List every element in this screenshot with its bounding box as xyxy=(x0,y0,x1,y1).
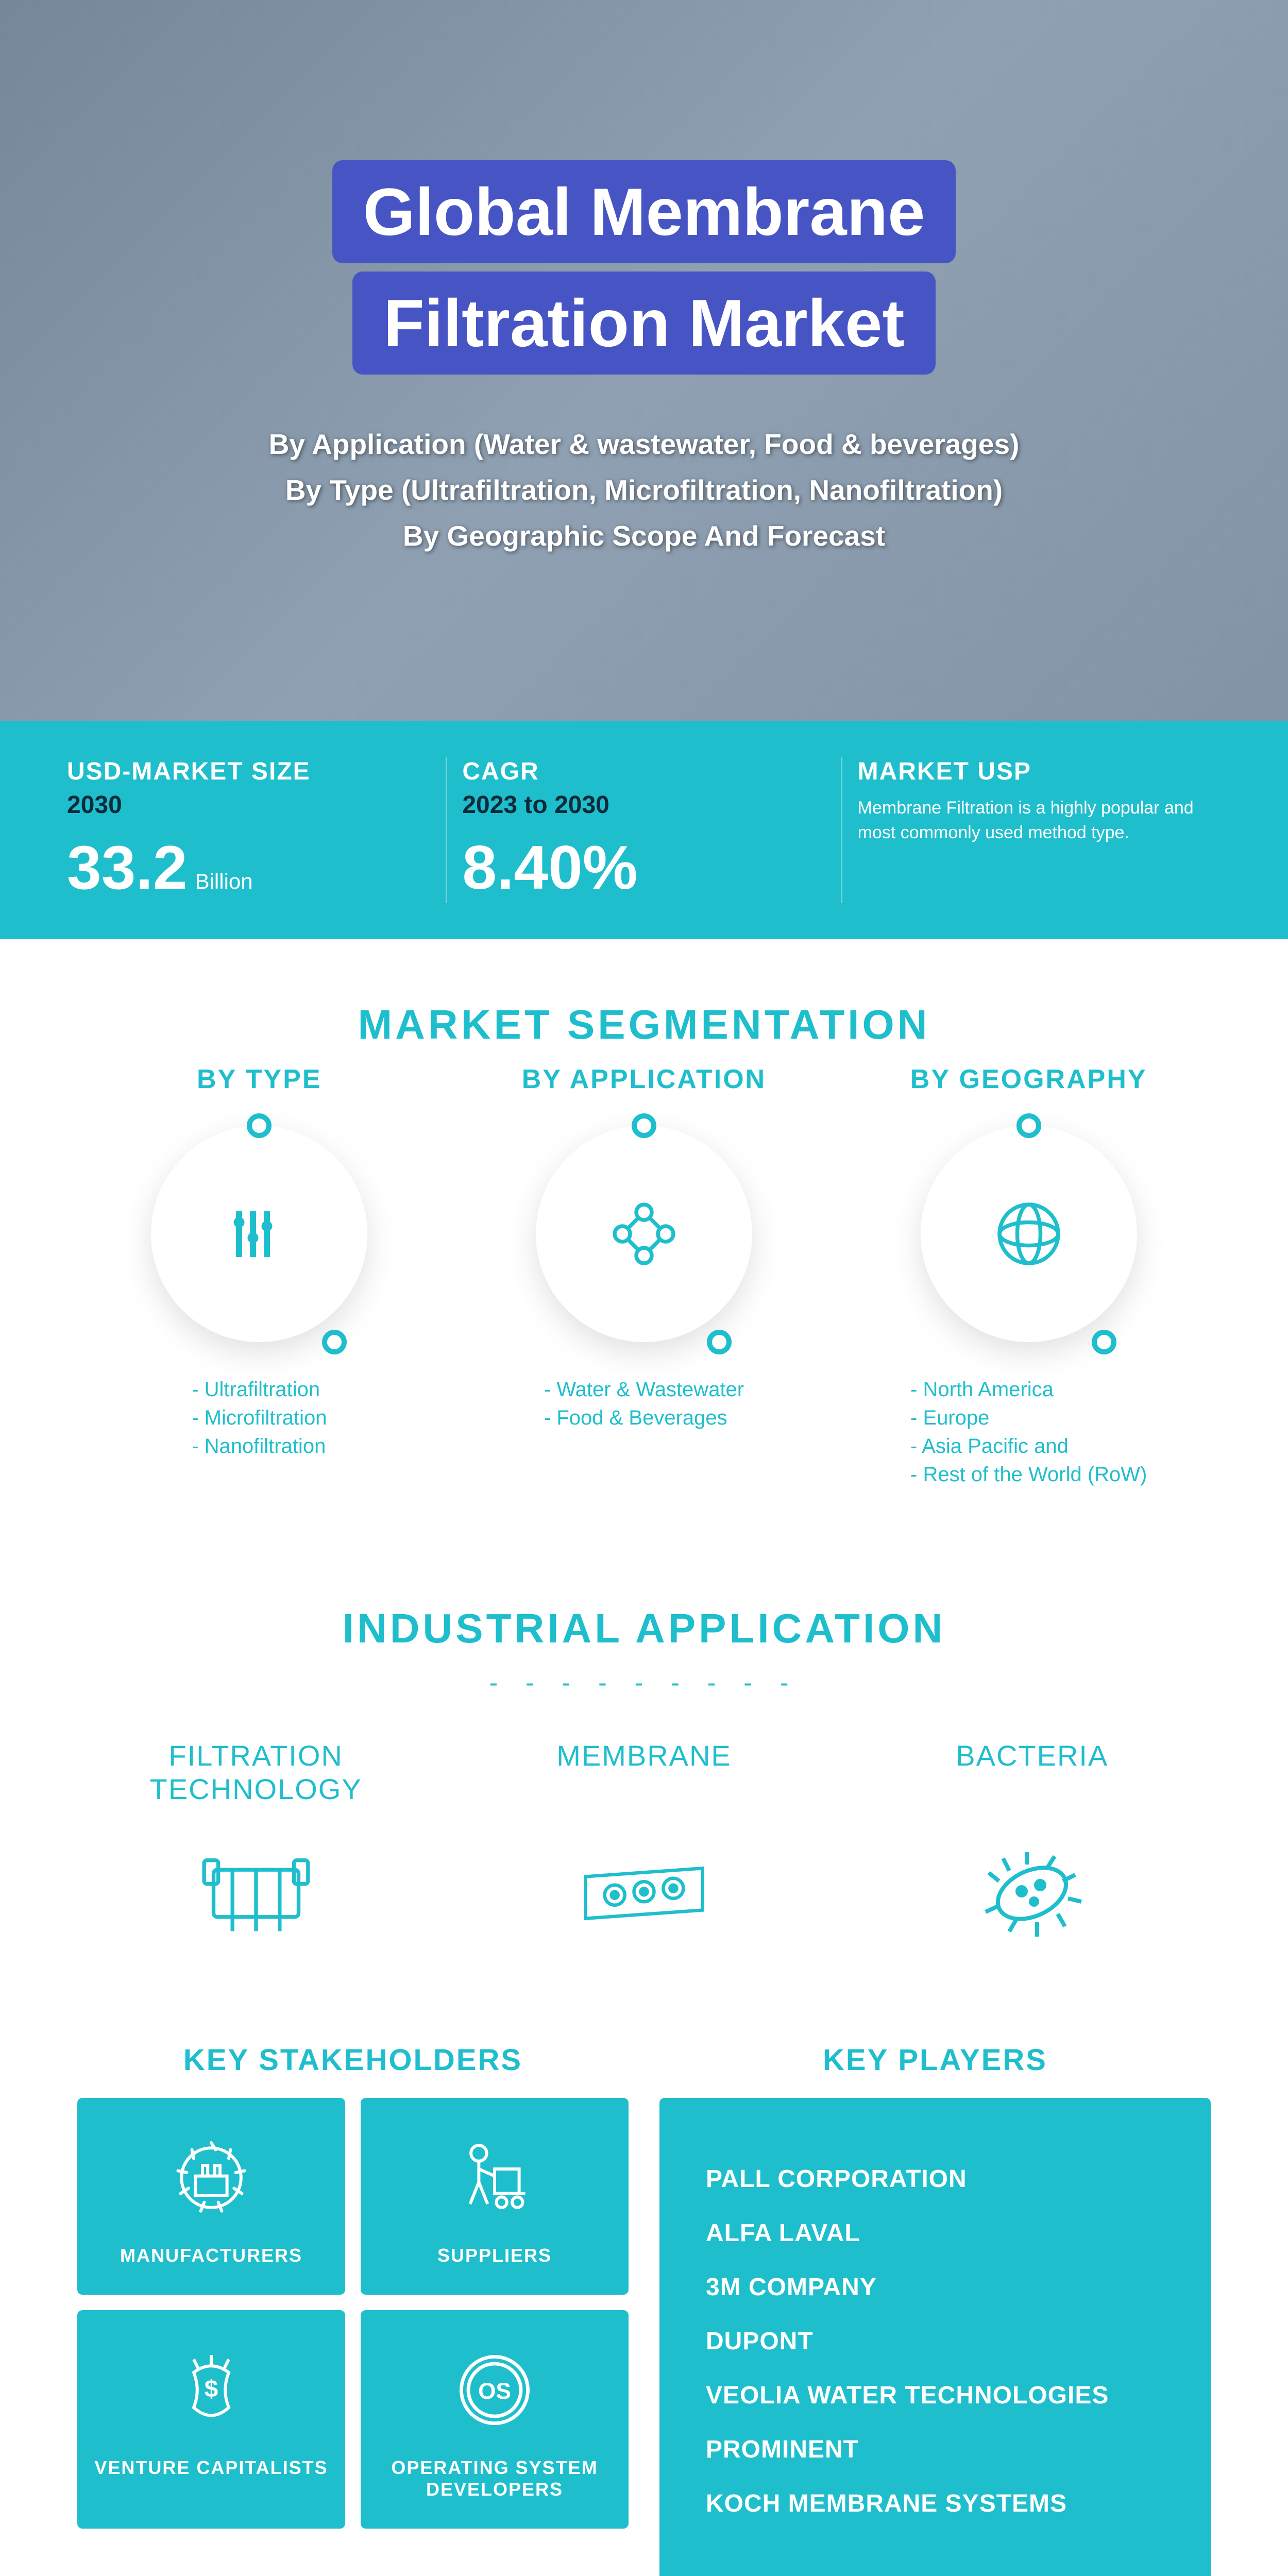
stake-label: OPERATING SYSTEM DEVELOPERS xyxy=(371,2457,618,2500)
metrics-bar: USD-MARKET SIZE 2030 33.2 Billion CAGR 20… xyxy=(0,721,1288,939)
hero-sub-1: By Application (Water & wastewater, Food… xyxy=(269,428,1020,461)
seg-item: Nanofiltration xyxy=(192,1435,327,1458)
hero-section: Global Membrane Filtration Market By App… xyxy=(0,0,1288,721)
industrial-section: INDUSTRIAL APPLICATION - - - - - - - - -… xyxy=(0,1584,1288,2012)
segmentation-section: MARKET SEGMENTATION BY TYPE Ultrafiltrat… xyxy=(0,939,1288,1584)
seg-list: Ultrafiltration Microfiltration Nanofilt… xyxy=(192,1373,327,1463)
seg-head: BY APPLICATION xyxy=(462,1064,826,1095)
membrane-icon xyxy=(577,1857,711,1929)
metric-value: 33.2 Billion xyxy=(67,832,430,903)
ind-label: BACTERIA xyxy=(854,1739,1211,1811)
ind-col: BACTERIA xyxy=(854,1739,1211,1950)
metric-cagr: CAGR 2023 to 2030 8.40% xyxy=(446,757,841,903)
section-title: INDUSTRIAL APPLICATION xyxy=(77,1605,1211,1652)
seg-head: BY GEOGRAPHY xyxy=(846,1064,1211,1095)
keys-section: KEY STAKEHOLDERS MANUFACTURERS SUPPLIERS xyxy=(0,2012,1288,2576)
seg-item: Europe xyxy=(910,1406,1147,1430)
manufacturers-icon xyxy=(167,2134,255,2222)
metric-label: CAGR xyxy=(462,757,825,786)
metric-value: 8.40% xyxy=(462,832,825,903)
players-card: PALL CORPORATION ALFA LAVAL 3M COMPANY D… xyxy=(659,2098,1211,2576)
stake-label: MANUFACTURERS xyxy=(88,2245,335,2266)
network-nodes-icon xyxy=(605,1195,683,1273)
metric-unit: Billion xyxy=(195,869,253,893)
section-title: MARKET SEGMENTATION xyxy=(77,1001,1211,1048)
ind-col: MEMBRANE xyxy=(465,1739,822,1950)
seg-item: Food & Beverages xyxy=(544,1406,744,1430)
metric-year: 2023 to 2030 xyxy=(462,791,825,819)
seg-item: Asia Pacific and xyxy=(910,1435,1147,1458)
hero-title-line1: Global Membrane xyxy=(332,160,956,263)
metric-number: 33.2 xyxy=(67,833,188,902)
seg-item: Microfiltration xyxy=(192,1406,327,1430)
player-item: KOCH MEMBRANE SYSTEMS xyxy=(706,2489,1164,2518)
seg-item: Rest of the World (RoW) xyxy=(910,1463,1147,1486)
stakeholders-col: KEY STAKEHOLDERS MANUFACTURERS SUPPLIERS xyxy=(77,2043,629,2576)
os-developers-icon: OS xyxy=(451,2346,538,2434)
seg-col-type: BY TYPE Ultrafiltration Microfiltration … xyxy=(77,1064,442,1492)
metric-market-size: USD-MARKET SIZE 2030 33.2 Billion xyxy=(52,757,446,903)
metric-label: MARKET USP xyxy=(858,757,1221,786)
filter-bars-icon xyxy=(221,1195,298,1273)
seg-item: Water & Wastewater xyxy=(544,1378,744,1401)
svg-text:OS: OS xyxy=(478,2379,511,2404)
filtration-tech-icon xyxy=(199,1842,313,1945)
player-item: DUPONT xyxy=(706,2327,1164,2355)
seg-list: North America Europe Asia Pacific and Re… xyxy=(910,1373,1147,1492)
hero-sub-2: By Type (Ultrafiltration, Microfiltratio… xyxy=(269,473,1020,506)
seg-item: Ultrafiltration xyxy=(192,1378,327,1401)
player-item: VEOLIA WATER TECHNOLOGIES xyxy=(706,2381,1164,2410)
svg-text:$: $ xyxy=(205,2376,218,2403)
stake-label: VENTURE CAPITALISTS xyxy=(88,2457,335,2479)
metric-usp: MARKET USP Membrane Filtration is a high… xyxy=(841,757,1236,903)
stake-card: $ VENTURE CAPITALISTS xyxy=(77,2310,345,2529)
segmentation-row: BY TYPE Ultrafiltration Microfiltration … xyxy=(77,1064,1211,1492)
stake-label: SUPPLIERS xyxy=(371,2245,618,2266)
metric-desc: Membrane Filtration is a highly popular … xyxy=(858,796,1221,845)
player-item: 3M COMPANY xyxy=(706,2273,1164,2301)
player-item: PROMINENT xyxy=(706,2435,1164,2464)
player-item: PALL CORPORATION xyxy=(706,2165,1164,2193)
dashed-divider: - - - - - - - - - xyxy=(77,1668,1211,1698)
suppliers-icon xyxy=(451,2134,538,2222)
hero-subtitles: By Application (Water & wastewater, Food… xyxy=(269,415,1020,565)
keys-title: KEY STAKEHOLDERS xyxy=(77,2043,629,2077)
bacteria-icon xyxy=(970,1842,1094,1945)
seg-head: BY TYPE xyxy=(77,1064,442,1095)
industrial-row: FILTRATION TECHNOLOGY MEMBRANE BACTERIA xyxy=(77,1739,1211,1950)
stake-card: OS OPERATING SYSTEM DEVELOPERS xyxy=(361,2310,629,2529)
ind-label: MEMBRANE xyxy=(465,1739,822,1811)
metric-label: USD-MARKET SIZE xyxy=(67,757,430,786)
seg-item: North America xyxy=(910,1378,1147,1401)
metric-year: 2030 xyxy=(67,791,430,819)
seg-circle xyxy=(921,1126,1137,1342)
seg-list: Water & Wastewater Food & Beverages xyxy=(544,1373,744,1435)
venture-capitalists-icon: $ xyxy=(167,2346,255,2434)
hero-sub-3: By Geographic Scope And Forecast xyxy=(269,519,1020,552)
hero-title-line2: Filtration Market xyxy=(352,272,935,375)
players-col: KEY PLAYERS PALL CORPORATION ALFA LAVAL … xyxy=(659,2043,1211,2576)
stake-card: MANUFACTURERS xyxy=(77,2098,345,2295)
seg-circle xyxy=(536,1126,752,1342)
stake-card: SUPPLIERS xyxy=(361,2098,629,2295)
seg-col-application: BY APPLICATION Water & Wastewater Food &… xyxy=(462,1064,826,1492)
ind-label: FILTRATION TECHNOLOGY xyxy=(77,1739,434,1811)
globe-icon xyxy=(990,1195,1067,1273)
seg-col-geography: BY GEOGRAPHY North America Europe Asia P… xyxy=(846,1064,1211,1492)
player-item: ALFA LAVAL xyxy=(706,2219,1164,2247)
seg-circle xyxy=(151,1126,367,1342)
keys-title: KEY PLAYERS xyxy=(659,2043,1211,2077)
ind-col: FILTRATION TECHNOLOGY xyxy=(77,1739,434,1950)
